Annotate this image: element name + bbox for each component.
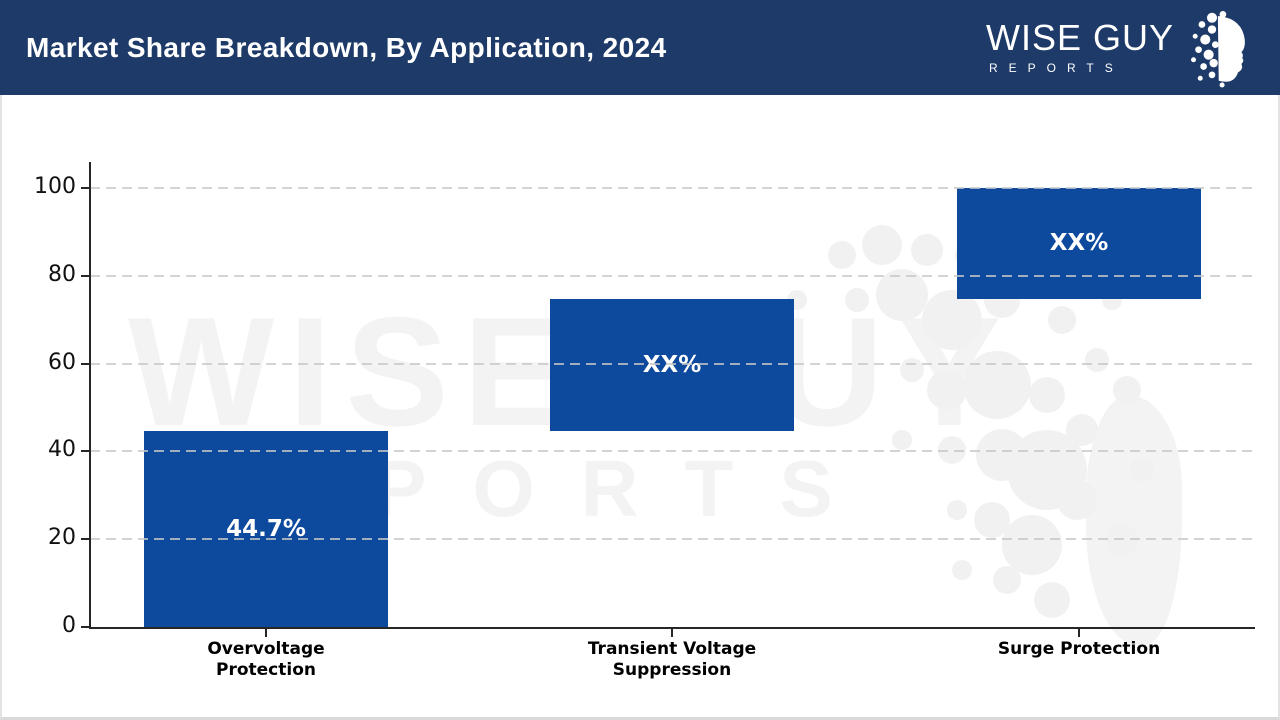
x-tick-mark: [1078, 629, 1080, 637]
watermark-dot: [845, 288, 869, 312]
logo-head-icon: [1191, 10, 1245, 87]
gridline: [90, 450, 1255, 453]
watermark-dot: [828, 241, 856, 269]
watermark-dot: [947, 500, 967, 520]
x-category-label: Transient Voltage Suppression: [512, 639, 832, 682]
y-axis-line: [89, 162, 91, 629]
logo-subtitle: REPORTS: [988, 61, 1124, 75]
logo-text: WISE GUY REPORTS: [985, 17, 1174, 76]
y-tick-label: 20: [48, 525, 76, 551]
watermark-dot: [1130, 458, 1154, 482]
watermark-dot: [1057, 480, 1097, 520]
watermark-dot: [1113, 376, 1141, 404]
x-category-label: Surge Protection: [919, 639, 1239, 660]
gridline: [90, 187, 1255, 189]
y-tick-label: 40: [48, 437, 76, 463]
watermark-dot: [1066, 414, 1098, 446]
watermark-dot: [1048, 306, 1076, 334]
watermark-head-icon: [1086, 395, 1182, 645]
y-tick-mark: [81, 538, 89, 541]
gridline: [90, 538, 1255, 541]
watermark-dot: [938, 436, 966, 464]
watermark-dot: [963, 351, 1031, 419]
x-category-line: Overvoltage: [207, 639, 325, 659]
bar-value-label: XX%: [642, 351, 702, 378]
watermark-dot: [922, 290, 982, 350]
x-tick-mark: [671, 629, 673, 637]
wise-guy-logo: WISE GUY REPORTS: [986, 7, 1254, 89]
y-tick-label: 80: [48, 261, 76, 287]
watermark-dot: [952, 560, 972, 580]
y-tick-mark: [81, 274, 89, 277]
gridline: [90, 274, 1255, 277]
y-tick-mark: [81, 450, 89, 453]
watermark-dot: [911, 234, 943, 266]
y-tick-mark: [81, 626, 89, 628]
x-category-line: Surge Protection: [997, 639, 1161, 659]
gridline: [90, 362, 1255, 365]
watermark-dot: [927, 370, 967, 410]
watermark-dot: [1085, 348, 1109, 372]
chart-area: WISE GUY REPORTS 44.7% XX% XX% 0 20 40 60 80 10…: [0, 95, 1280, 720]
watermark-dot: [900, 358, 924, 382]
watermark-dot: [1002, 515, 1062, 575]
watermark-dot: [993, 566, 1021, 594]
y-tick-mark: [81, 362, 89, 365]
bar-2: XX%: [550, 298, 794, 431]
x-category-label: Overvoltage Protection: [106, 639, 426, 682]
bar-1: 44.7%: [144, 430, 388, 627]
header: Market Share Breakdown, By Application, …: [0, 0, 1280, 95]
x-category-line: Protection: [216, 660, 316, 681]
logo-wordmark: WISE GUY: [985, 17, 1174, 58]
y-tick-label: 60: [48, 349, 76, 375]
y-tick-label: 0: [62, 613, 76, 638]
x-axis-line: [89, 627, 1255, 629]
bar-value-label: XX%: [1049, 230, 1109, 257]
bar-value-label: 44.7%: [226, 515, 306, 542]
y-tick-label: 100: [34, 174, 76, 199]
watermark-dot: [1029, 377, 1065, 413]
x-tick-mark: [265, 629, 267, 637]
page-title: Market Share Breakdown, By Application, …: [26, 31, 667, 63]
x-category-line: Transient Voltage: [587, 639, 757, 659]
y-tick-mark: [81, 187, 89, 189]
watermark-dot: [862, 225, 902, 265]
watermark-dot: [892, 430, 912, 450]
x-category-line: Suppression: [612, 660, 732, 681]
watermark-dot: [876, 269, 928, 321]
watermark-dot: [1034, 582, 1070, 618]
bar-3: XX%: [957, 188, 1201, 299]
